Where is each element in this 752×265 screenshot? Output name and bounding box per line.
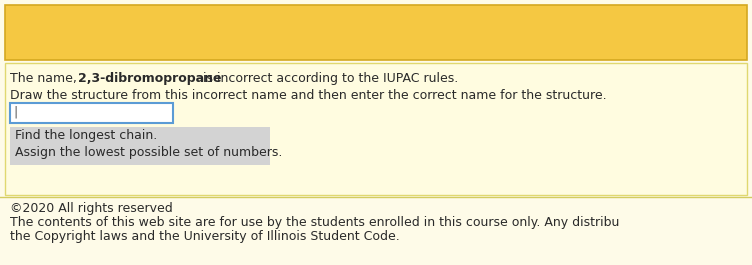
Text: Assign the lowest possible set of numbers.: Assign the lowest possible set of number… [15, 146, 282, 159]
Text: Draw the structure from this incorrect name and then enter the correct name for : Draw the structure from this incorrect n… [10, 89, 607, 102]
Bar [5, 5, 747, 60]
Bar [10, 127, 270, 165]
Bar [5, 5, 747, 60]
Text: The contents of this web site are for use by the students enrolled in this cours: The contents of this web site are for us… [10, 216, 620, 229]
Text: |: | [13, 105, 17, 118]
Text: is incorrect according to the IUPAC rules.: is incorrect according to the IUPAC rule… [199, 72, 458, 85]
Text: Find the longest chain.: Find the longest chain. [15, 129, 157, 142]
Bar [5, 63, 747, 195]
Text: ©2020 All rights reserved: ©2020 All rights reserved [10, 202, 173, 215]
Bar [0, 197, 752, 265]
Text: 2,3-dibromopropane: 2,3-dibromopropane [78, 72, 222, 85]
Text: The name,: The name, [10, 72, 81, 85]
Text: the Copyright laws and the University of Illinois Student Code.: the Copyright laws and the University of… [10, 230, 400, 243]
Bar [10, 103, 173, 123]
